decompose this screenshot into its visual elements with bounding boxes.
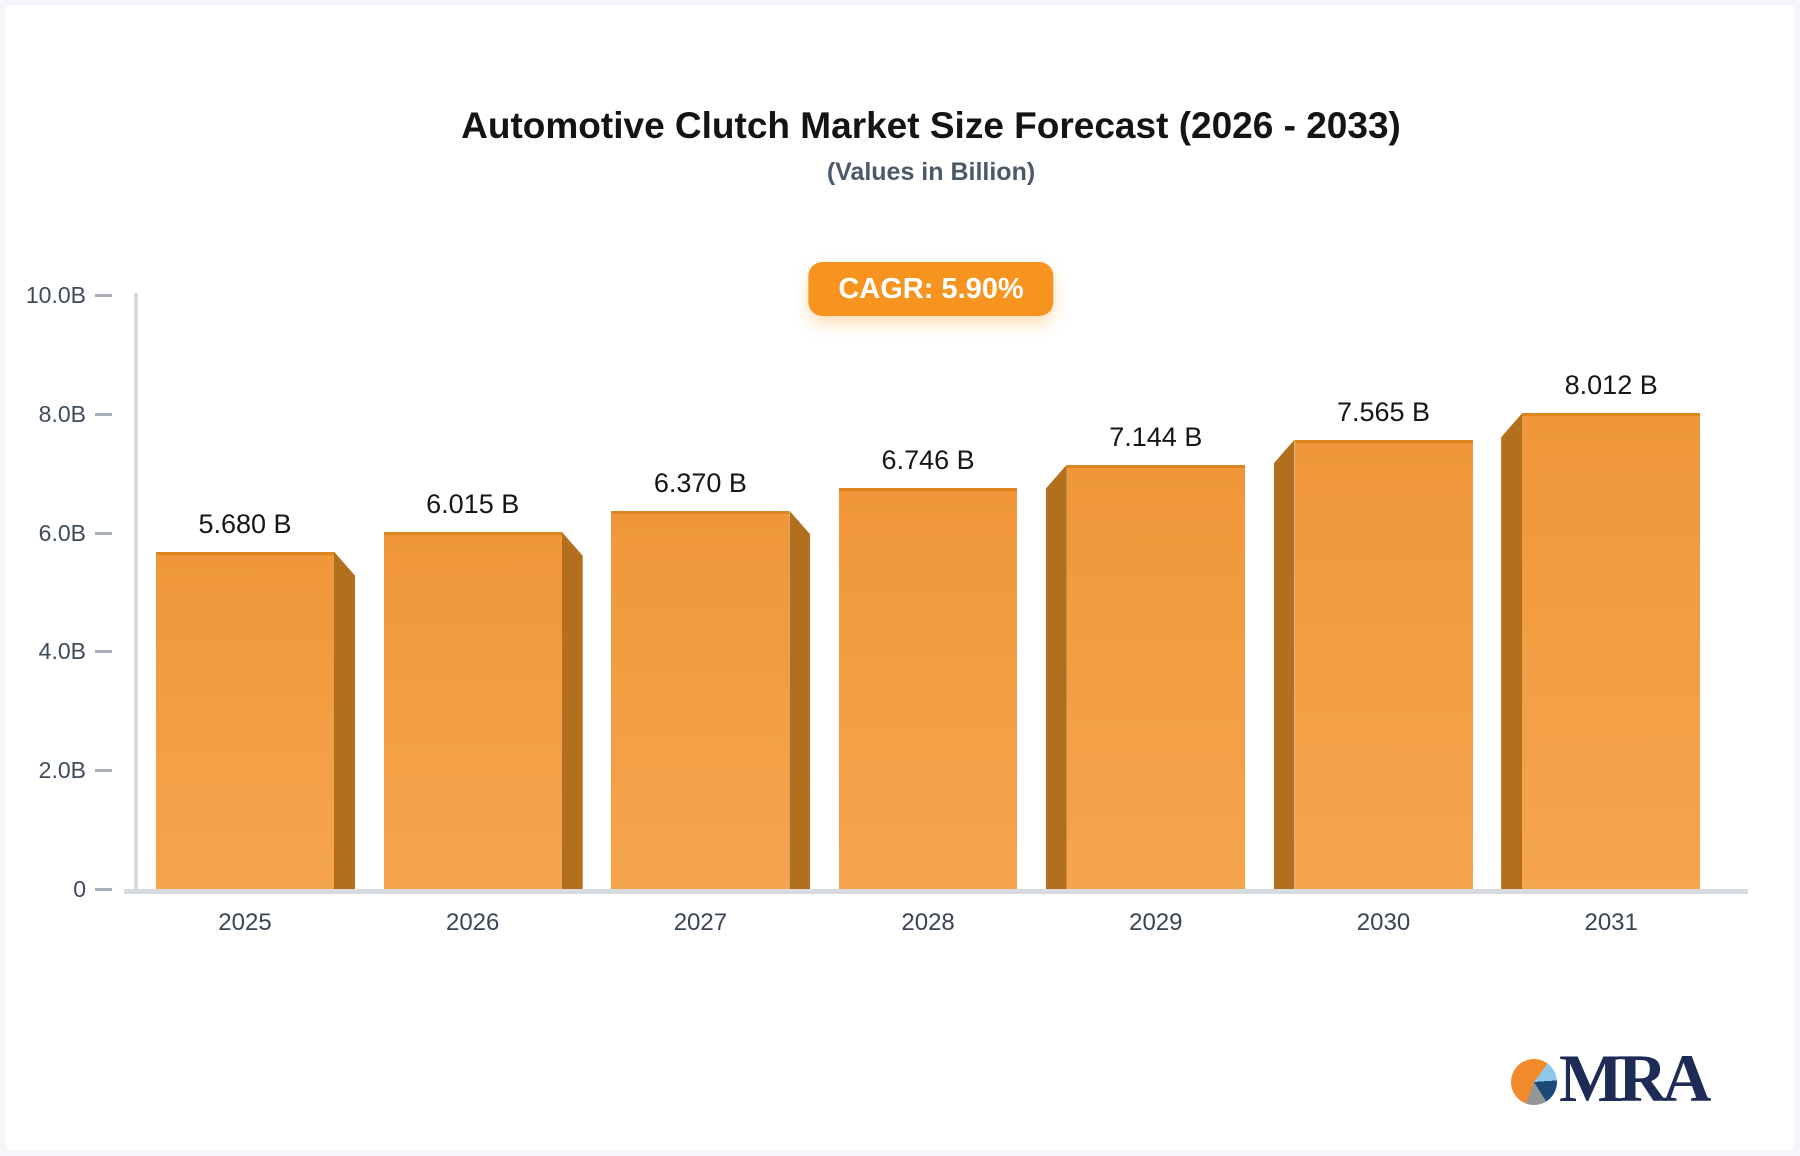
bar-side-2026	[561, 531, 583, 890]
bar-side-2030	[1273, 439, 1295, 890]
x-axis-label-2031: 2031	[1584, 909, 1638, 936]
y-tick-mark	[95, 888, 112, 891]
y-tick-label: 6.0B	[38, 519, 86, 546]
y-axis-line	[134, 293, 138, 890]
bar-side-2029	[1045, 464, 1067, 890]
bar-side-2027	[789, 510, 811, 890]
bar-value-label: 5.680 B	[198, 508, 292, 539]
chart-subtitle: (Values in Billion)	[826, 158, 1036, 186]
y-tick-label: 2.0B	[38, 757, 86, 784]
mra-logo: MRA	[1511, 1040, 1711, 1116]
bar-side-2025	[334, 551, 355, 890]
bar-value-label: 6.015 B	[426, 488, 520, 519]
y-tick-mark	[95, 412, 112, 416]
bar-face-2027	[611, 510, 790, 890]
bar-value-label: 6.370 B	[653, 467, 747, 498]
bar-face-2029	[1066, 464, 1245, 890]
chart-title: Automotive Clutch Market Size Forecast (…	[461, 105, 1401, 146]
x-axis-label-2025: 2025	[218, 909, 272, 936]
x-axis-label-2027: 2027	[673, 909, 728, 936]
bar-face-2026	[383, 531, 562, 890]
y-tick-mark	[95, 650, 112, 654]
bar-value-label: 7.144 B	[1109, 421, 1203, 452]
x-axis-label-2026: 2026	[445, 909, 500, 936]
x-axis-label-2028: 2028	[901, 909, 955, 936]
bar-value-label: 7.565 B	[1336, 396, 1431, 427]
x-axis-line	[124, 889, 1748, 894]
y-tick-mark	[95, 294, 112, 297]
y-tick-label: 10.0B	[25, 282, 86, 308]
y-tick-mark	[95, 769, 112, 773]
logo-pie-icon	[1511, 1059, 1557, 1105]
bar-face-2031	[1522, 413, 1701, 890]
bar-face-2025	[156, 551, 334, 890]
chart: 0 2.0B 4.0B 6.0B 8.0B 10.0B 5.680 B 2025 6.015 B…	[6, 6, 1794, 1150]
y-tick-mark	[95, 531, 112, 535]
logo-text: MRA	[1559, 1040, 1711, 1116]
y-tick-label: 8.0B	[38, 400, 86, 427]
bar-value-label: 8.012 B	[1564, 370, 1658, 401]
bar-side-2031	[1501, 413, 1523, 890]
bar-value-label: 6.746 B	[881, 445, 975, 476]
x-axis-label-2029: 2029	[1129, 909, 1183, 936]
x-axis-label-2030: 2030	[1356, 909, 1411, 936]
y-tick-label: 4.0B	[38, 638, 86, 665]
y-tick-label: 0	[73, 876, 86, 902]
bar-face-2028	[839, 488, 1018, 890]
cagr-badge: CAGR: 5.90%	[808, 262, 1054, 316]
bar-face-2030	[1294, 439, 1473, 890]
